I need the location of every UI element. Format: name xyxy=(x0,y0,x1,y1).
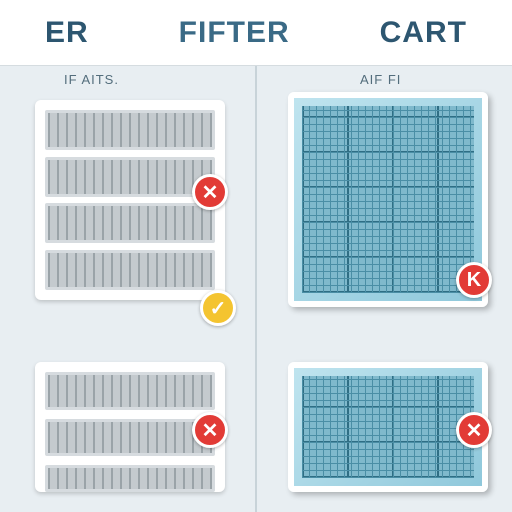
k-icon-badge: K xyxy=(456,262,492,298)
filter-pleat-row xyxy=(45,110,215,150)
filter-pleat-row xyxy=(45,372,215,410)
blue-filter-grid xyxy=(302,106,474,293)
sublabel-right: AIF FI xyxy=(360,72,401,87)
blue-filter-grid xyxy=(302,376,474,478)
vertical-divider xyxy=(255,66,257,512)
cross-icon-badge: ✕ xyxy=(456,412,492,448)
filter-pleat-row xyxy=(45,419,215,457)
k-icon: K xyxy=(467,269,481,292)
check-icon-badge: ✓ xyxy=(200,290,236,326)
filter-pleat-row xyxy=(45,250,215,290)
cross-icon: ✕ xyxy=(202,180,219,205)
cross-icon: ✕ xyxy=(202,418,219,443)
sublabel-left: IF AITS. xyxy=(64,72,119,87)
filter-pleat-row xyxy=(45,203,215,243)
cross-icon-badge: ✕ xyxy=(192,174,228,210)
cross-icon-badge: ✕ xyxy=(192,412,228,448)
cross-icon: ✕ xyxy=(466,418,483,443)
header-word-mid: FIFTER xyxy=(179,16,290,50)
check-icon: ✓ xyxy=(210,296,227,321)
filter-pleat-row xyxy=(45,465,215,492)
header-bar: ER FIFTER CART xyxy=(0,0,512,66)
header-word-left: ER xyxy=(45,16,89,50)
filter-pleat-row xyxy=(45,157,215,197)
header-word-right: CART xyxy=(380,16,467,50)
